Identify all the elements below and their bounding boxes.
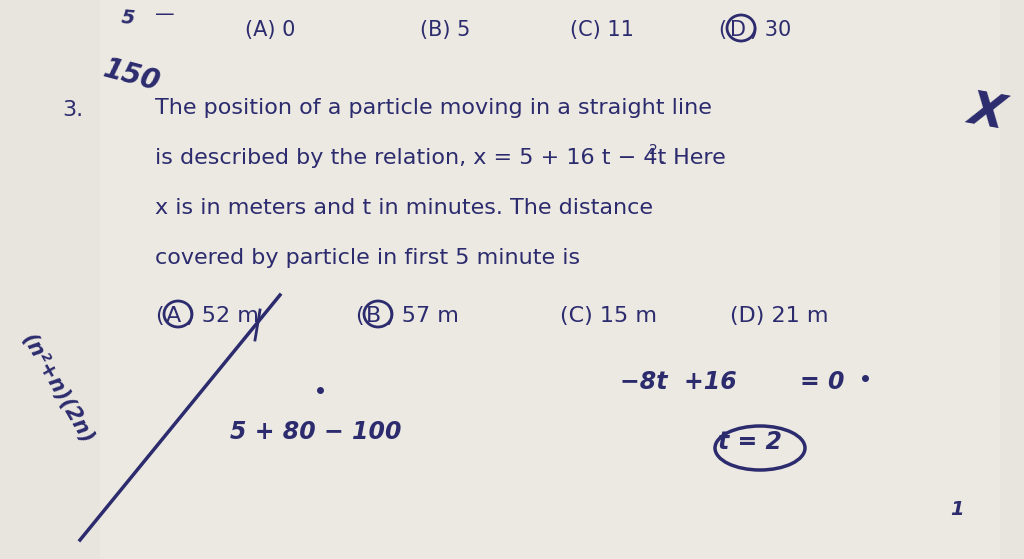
Text: (A) 0: (A) 0 bbox=[245, 20, 295, 40]
Text: (: ( bbox=[355, 306, 364, 326]
Text: —: — bbox=[155, 5, 175, 24]
Text: 3.: 3. bbox=[62, 100, 83, 120]
Bar bbox=[100, 0, 1000, 559]
Text: = 0: = 0 bbox=[800, 370, 845, 394]
Text: D: D bbox=[730, 20, 746, 40]
Text: (: ( bbox=[718, 20, 726, 40]
Text: x is in meters and t in minutes. The distance: x is in meters and t in minutes. The dis… bbox=[155, 198, 653, 218]
Text: X: X bbox=[965, 88, 1009, 139]
Text: t = 2: t = 2 bbox=[718, 430, 782, 454]
Text: (: ( bbox=[155, 306, 164, 326]
Text: The position of a particle moving in a straight line: The position of a particle moving in a s… bbox=[155, 98, 712, 118]
Text: . Here: . Here bbox=[659, 148, 726, 168]
Text: 2: 2 bbox=[649, 143, 657, 157]
Text: −8t  +16: −8t +16 bbox=[620, 370, 736, 394]
Text: (C) 15 m: (C) 15 m bbox=[560, 306, 657, 326]
Text: covered by particle in first 5 minute is: covered by particle in first 5 minute is bbox=[155, 248, 581, 268]
Text: 1: 1 bbox=[950, 500, 964, 519]
Text: is described by the relation, x = 5 + 16 t − 4t: is described by the relation, x = 5 + 16… bbox=[155, 148, 667, 168]
Text: ) 30: ) 30 bbox=[750, 20, 792, 40]
Text: A: A bbox=[166, 306, 181, 326]
Text: 5 + 80 − 100: 5 + 80 − 100 bbox=[230, 420, 401, 444]
Text: 150: 150 bbox=[100, 55, 163, 97]
Text: (D) 21 m: (D) 21 m bbox=[730, 306, 828, 326]
Text: ) 57 m: ) 57 m bbox=[386, 306, 459, 326]
Text: 5: 5 bbox=[120, 8, 135, 28]
Text: (C) 11: (C) 11 bbox=[570, 20, 634, 40]
Text: B: B bbox=[366, 306, 381, 326]
Text: (B) 5: (B) 5 bbox=[420, 20, 470, 40]
Text: ) 52 m: ) 52 m bbox=[186, 306, 259, 326]
Text: (n²+n)(2n): (n²+n)(2n) bbox=[18, 330, 97, 447]
